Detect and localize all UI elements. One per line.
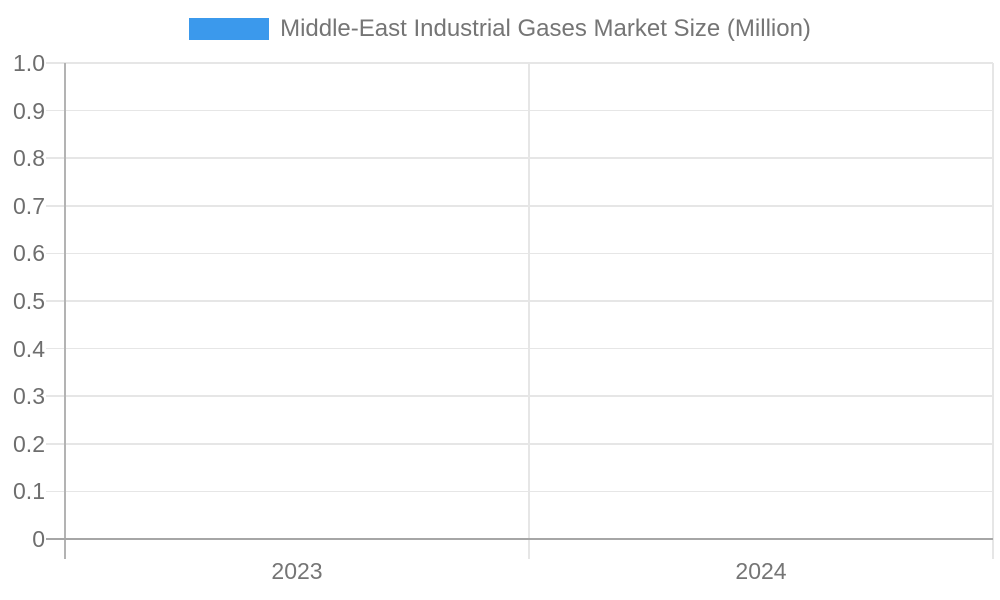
y-tick-label: 0 bbox=[32, 526, 45, 552]
y-tick-label: 0.9 bbox=[13, 97, 45, 124]
y-gridline bbox=[46, 157, 993, 159]
x-boundary-gridline bbox=[992, 63, 994, 559]
y-gridline bbox=[46, 109, 993, 112]
y-gridline bbox=[46, 205, 993, 207]
y-tick-label: 0.7 bbox=[13, 192, 45, 219]
y-gridline bbox=[46, 300, 993, 302]
y-tick-label: 0.6 bbox=[13, 240, 45, 267]
x-axis-line bbox=[46, 538, 993, 540]
x-category-label: 2023 bbox=[271, 558, 323, 584]
legend-label: Middle-East Industrial Gases Market Size… bbox=[280, 15, 811, 42]
y-tick-label: 0.1 bbox=[13, 478, 45, 505]
y-tick-label: 0.4 bbox=[13, 335, 45, 362]
y-tick-label: 0.5 bbox=[13, 288, 45, 314]
y-tick-label: 0.2 bbox=[13, 430, 45, 457]
y-gridline bbox=[46, 62, 993, 64]
y-gridline bbox=[46, 490, 993, 493]
x-boundary-gridline bbox=[528, 63, 530, 559]
y-tick-label: 0.8 bbox=[13, 145, 45, 172]
legend: Middle-East Industrial Gases Market Size… bbox=[0, 15, 1000, 43]
legend-swatch bbox=[189, 18, 270, 40]
y-axis-line bbox=[64, 63, 66, 559]
y-gridline bbox=[46, 347, 993, 350]
x-category-label: 2024 bbox=[735, 558, 787, 584]
y-gridline bbox=[46, 443, 993, 445]
y-gridline bbox=[46, 252, 993, 255]
y-tick-label: 0.3 bbox=[13, 383, 45, 410]
y-tick-label: 1.0 bbox=[13, 50, 45, 76]
legend-item[interactable]: Middle-East Industrial Gases Market Size… bbox=[189, 15, 811, 43]
y-gridline bbox=[46, 395, 993, 397]
